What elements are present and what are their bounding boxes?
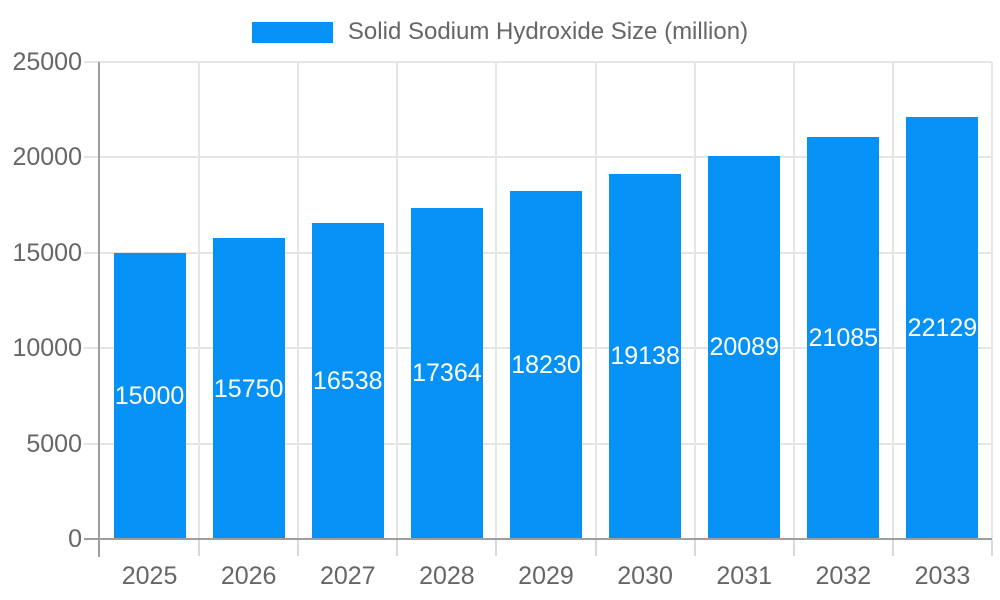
legend-series-label: Solid Sodium Hydroxide Size (million) [347, 18, 749, 45]
x-gridline [198, 62, 201, 539]
bar[interactable] [113, 252, 186, 539]
bar[interactable] [906, 116, 979, 539]
chart-legend[interactable]: Solid Sodium Hydroxide Size (million) [0, 17, 1000, 47]
y-axis-tick-label: 20000 [12, 143, 82, 172]
x-gridline [396, 62, 399, 539]
x-axis-tick-label: 2033 [914, 562, 971, 590]
x-axis-tick-label: 2032 [815, 562, 872, 590]
x-axis-tick-label: 2028 [419, 562, 475, 590]
x-axis-tick-label: 2027 [319, 562, 376, 590]
bar-value-label: 20089 [709, 333, 779, 362]
bar[interactable] [212, 238, 285, 539]
bar[interactable] [807, 136, 880, 539]
y-axis-tick-label: 25000 [12, 48, 82, 76]
bar-value-label: 22129 [907, 313, 978, 342]
x-axis-tick [297, 540, 300, 556]
bar-value-label: 16538 [313, 367, 383, 396]
y-axis-tick-label: 15000 [12, 238, 82, 267]
bar[interactable] [708, 155, 781, 539]
x-gridline [891, 62, 894, 539]
x-axis-tick [693, 540, 696, 556]
bar-value-label: 19138 [610, 342, 680, 371]
bar[interactable] [410, 207, 483, 539]
y-axis-tick-label: 5000 [26, 429, 82, 458]
x-axis-tick-label: 2031 [716, 562, 773, 590]
x-gridline [594, 62, 597, 539]
bar-value-label: 18230 [511, 351, 581, 380]
x-axis-tick-label: 2029 [518, 562, 574, 590]
bar[interactable] [510, 191, 582, 539]
bar[interactable] [609, 173, 682, 539]
x-axis-tick-label: 2030 [617, 562, 673, 590]
x-axis-tick [594, 540, 597, 556]
x-axis-tick [891, 540, 894, 556]
x-axis-tick-label: 2025 [121, 562, 178, 590]
y-axis-tick [84, 156, 100, 159]
y-axis-tick [84, 347, 100, 350]
x-gridline [495, 62, 498, 539]
y-gridline [100, 156, 992, 159]
y-axis-tick [84, 251, 100, 254]
x-axis-tick [792, 540, 795, 556]
x-axis-tick-label: 2026 [220, 562, 277, 590]
bar-value-label: 15000 [114, 381, 185, 410]
y-axis-tick-label: 10000 [12, 334, 82, 363]
y-axis-line [98, 62, 100, 557]
x-axis-tick [991, 540, 993, 556]
legend-color-swatch [251, 21, 333, 43]
y-gridline [100, 61, 992, 63]
x-axis-tick [198, 540, 201, 556]
y-axis-tick-label: 0 [68, 525, 82, 553]
y-axis-tick [84, 442, 100, 445]
x-axis-line [84, 538, 992, 540]
x-gridline [792, 62, 795, 539]
y-axis-tick [84, 61, 100, 63]
x-gridline [693, 62, 696, 539]
x-axis-tick [396, 540, 399, 556]
x-gridline [991, 62, 993, 539]
bar-value-label: 15750 [213, 374, 284, 403]
x-axis-tick [495, 540, 498, 556]
bar[interactable] [311, 223, 384, 539]
x-gridline [297, 62, 300, 539]
bar-value-label: 21085 [808, 323, 879, 352]
bar-value-label: 17364 [412, 359, 482, 388]
